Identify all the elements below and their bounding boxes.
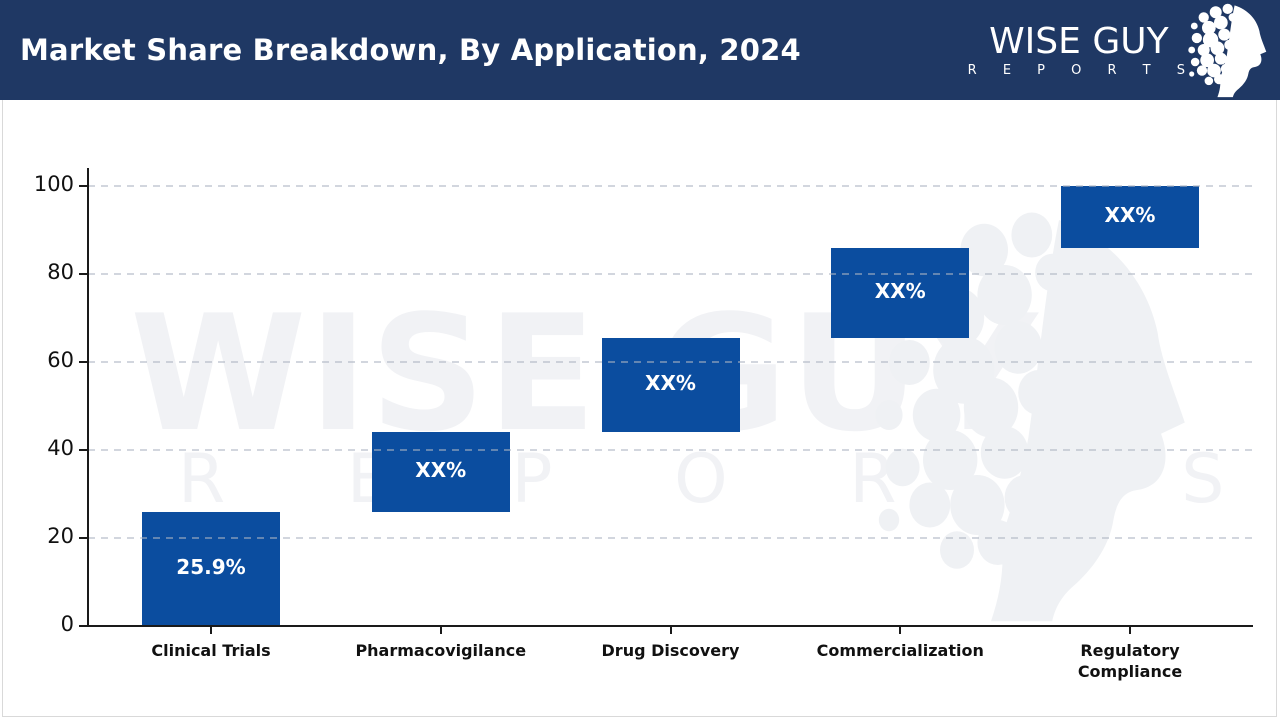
y-tick-label: 80 xyxy=(47,260,74,284)
y-tick-label: 100 xyxy=(33,172,74,196)
gridline xyxy=(88,537,1253,539)
bar xyxy=(601,337,740,433)
y-tick-label: 0 xyxy=(60,612,74,636)
x-axis-tick xyxy=(669,627,672,634)
y-tick-label: 40 xyxy=(47,436,74,460)
gridline xyxy=(88,185,1253,187)
brand-name: WISE GUY xyxy=(989,20,1169,62)
x-tick-label: Regulatory Compliance xyxy=(1077,641,1183,681)
y-tick-label: 60 xyxy=(47,348,74,372)
bar-label: XX% xyxy=(415,458,467,483)
y-axis-tick xyxy=(79,273,88,275)
page-title: Market Share Breakdown, By Application, … xyxy=(20,33,801,67)
y-tick-label: 20 xyxy=(47,524,74,548)
x-axis-tick xyxy=(439,627,442,634)
x-axis-tick xyxy=(899,627,902,634)
brand-logo: WISE GUY R E P O R T S xyxy=(962,0,1270,100)
bar-label: XX% xyxy=(645,371,696,396)
y-axis-tick xyxy=(79,625,88,627)
x-axis-tick xyxy=(210,627,212,634)
x-tick-label: Commercialization xyxy=(816,641,984,660)
gridline xyxy=(88,273,1253,275)
x-axis-line xyxy=(87,625,1253,627)
brand-subtitle: R E P O R T S xyxy=(967,62,1196,78)
brand-wordmark: WISE GUY R E P O R T S xyxy=(962,20,1196,78)
y-axis-tick xyxy=(79,361,88,363)
header-bar: Market Share Breakdown, By Application, … xyxy=(0,0,1280,100)
gridline xyxy=(88,449,1253,451)
bar-label: XX% xyxy=(1104,203,1156,228)
x-tick-label: Drug Discovery xyxy=(601,641,740,660)
x-tick-label: Pharmacovigilance xyxy=(355,641,527,660)
bar-label: 25.9% xyxy=(176,555,246,580)
y-axis-line xyxy=(87,168,89,627)
x-axis-tick xyxy=(1129,627,1131,634)
x-tick-label: Clinical Trials xyxy=(151,641,271,660)
bar-label: XX% xyxy=(874,279,926,304)
gridline xyxy=(88,361,1253,363)
bar xyxy=(371,432,510,513)
y-axis-tick xyxy=(79,449,88,451)
bar xyxy=(142,512,280,626)
y-axis-tick xyxy=(79,185,88,187)
y-axis-tick xyxy=(79,537,88,539)
